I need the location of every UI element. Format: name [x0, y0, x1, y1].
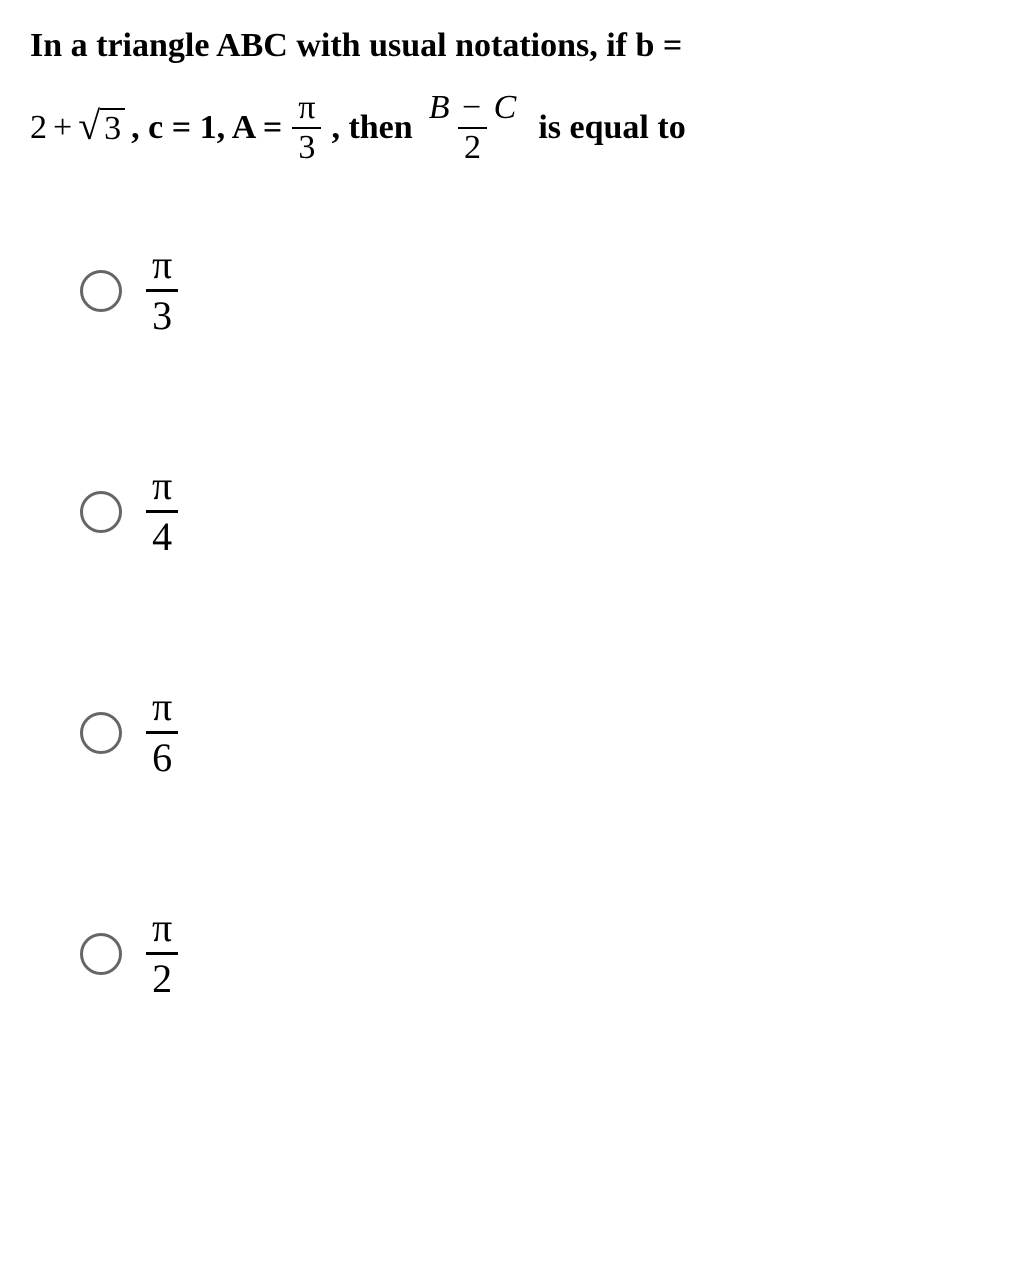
option-b-num: π [146, 466, 178, 510]
pi-num: π [292, 91, 321, 127]
option-c[interactable]: π 6 [30, 687, 994, 778]
option-d-frac: π 2 [146, 908, 178, 999]
option-b-den: 4 [146, 510, 178, 557]
minus-sign: − [458, 89, 485, 126]
two-den: 2 [458, 127, 487, 165]
frac-pi-over-3: π 3 [292, 91, 321, 165]
option-c-frac: π 6 [146, 687, 178, 778]
option-a-frac: π 3 [146, 245, 178, 336]
question-math-line: 2 + √ 3 , c = 1, A = π 3 , then B − C 2 … [30, 91, 994, 165]
option-d-num: π [146, 908, 178, 952]
radio-icon[interactable] [80, 270, 122, 312]
frac-B-minus-C-over-2: B − C 2 [423, 91, 523, 165]
option-b[interactable]: π 4 [30, 466, 994, 557]
question-stem-line1: In a triangle ABC with usual notations, … [30, 20, 994, 71]
option-c-den: 6 [146, 731, 178, 778]
option-a-num: π [146, 245, 178, 289]
radio-icon[interactable] [80, 933, 122, 975]
option-d[interactable]: π 2 [30, 908, 994, 999]
question-page: In a triangle ABC with usual notations, … [0, 0, 1024, 1019]
option-a[interactable]: π 3 [30, 245, 994, 336]
C-var: C [494, 89, 517, 126]
plus-sign: + [53, 109, 72, 147]
c-eq-one-A-eq: , c = 1, A = [131, 109, 282, 147]
sqrt-3: √ 3 [78, 108, 125, 148]
then-text: , then [331, 109, 412, 147]
three-den: 3 [292, 127, 321, 165]
option-a-den: 3 [146, 289, 178, 336]
option-b-frac: π 4 [146, 466, 178, 557]
bc-num: B − C [423, 91, 523, 127]
comma-1: , [131, 109, 140, 146]
c-eq-text: c = 1, A = [148, 109, 282, 146]
radicand-3: 3 [100, 108, 125, 148]
option-c-num: π [146, 687, 178, 731]
radical-sign: √ [78, 108, 100, 148]
literal-two: 2 [30, 109, 47, 147]
option-d-den: 2 [146, 952, 178, 999]
options-list: π 3 π 4 π 6 π 2 [30, 245, 994, 999]
radio-icon[interactable] [80, 712, 122, 754]
radio-icon[interactable] [80, 491, 122, 533]
tail-text: is equal to [538, 109, 685, 147]
B-var: B [429, 89, 450, 126]
